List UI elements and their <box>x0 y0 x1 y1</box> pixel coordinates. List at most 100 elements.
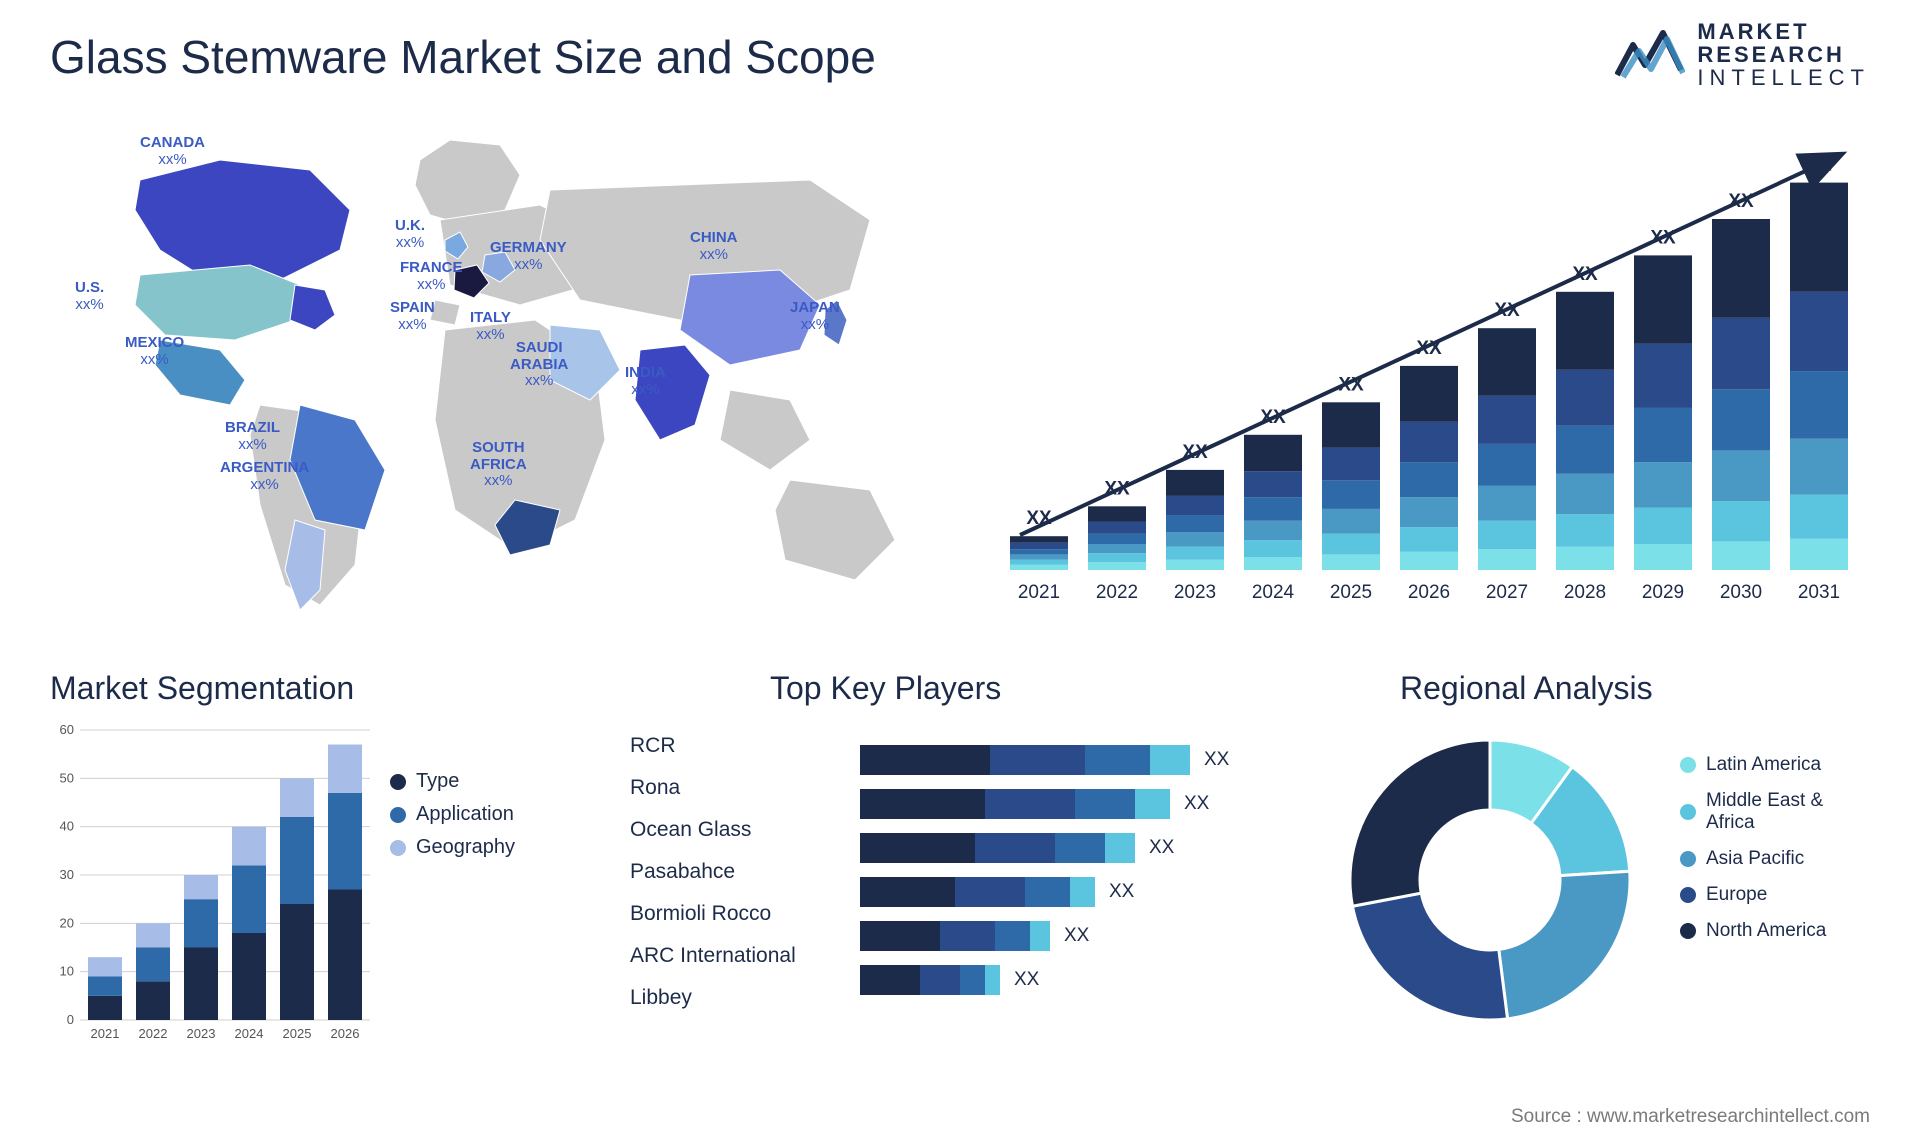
map-label-china: CHINAxx% <box>690 230 738 263</box>
region-legend-item: Middle East & Africa <box>1680 790 1866 834</box>
map-label-south-africa: SOUTHAFRICAxx% <box>470 440 527 490</box>
keyplayer-bar-row: XX <box>860 965 1290 995</box>
keyplayer-bar-value: XX <box>1014 969 1039 991</box>
logo: MARKET RESEARCH INTELLECT <box>1615 20 1870 89</box>
regional-legend: Latin America Middle East & Africa Asia Pa… <box>1680 740 1866 956</box>
region-legend-item: North America <box>1680 920 1866 942</box>
segmentation-title: Market Segmentation <box>50 670 354 707</box>
keyplayer-bar-value: XX <box>1204 749 1229 771</box>
world-map: CANADAxx% U.S.xx% MEXICOxx% BRAZILxx% ARGENT… <box>50 120 920 620</box>
keyplayers-title: Top Key Players <box>770 670 1001 707</box>
legend-dot-icon <box>390 774 406 790</box>
keyplayer-name: Libbey <box>630 977 796 1019</box>
keyplayer-name: Ocean Glass <box>630 809 796 851</box>
keyplayer-bar-segment <box>990 745 1085 775</box>
keyplayer-bar-segment <box>1070 877 1095 907</box>
svg-text:2031: 2031 <box>1798 582 1840 603</box>
region-legend-label: Europe <box>1706 884 1767 906</box>
legend-dot-icon <box>1680 923 1696 939</box>
svg-text:2021: 2021 <box>1018 582 1060 603</box>
keyplayer-bar-segment <box>860 833 975 863</box>
map-label-brazil: BRAZILxx% <box>225 420 280 453</box>
region-legend-item: Latin America <box>1680 754 1866 776</box>
keyplayer-bar-segment <box>995 921 1030 951</box>
logo-line2: RESEARCH <box>1697 43 1870 66</box>
legend-dot-icon <box>390 840 406 856</box>
map-label-u-s-: U.S.xx% <box>75 280 104 313</box>
svg-text:2026: 2026 <box>331 1026 360 1041</box>
seg-legend-label: Type <box>416 770 459 793</box>
segmentation-chart: 0102030405060202120222023202420252026 <box>50 720 370 1050</box>
region-legend-label: Asia Pacific <box>1706 848 1804 870</box>
map-label-germany: GERMANYxx% <box>490 240 567 273</box>
map-label-mexico: MEXICOxx% <box>125 335 184 368</box>
svg-text:2030: 2030 <box>1720 582 1762 603</box>
svg-text:2028: 2028 <box>1564 582 1606 603</box>
keyplayer-bar-segment <box>920 965 960 995</box>
map-label-spain: SPAINxx% <box>390 300 435 333</box>
keyplayer-bar-segment <box>860 965 920 995</box>
map-label-france: FRANCExx% <box>400 260 463 293</box>
svg-text:2029: 2029 <box>1642 582 1684 603</box>
regional-title: Regional Analysis <box>1400 670 1653 707</box>
keyplayer-bar-segment <box>860 877 955 907</box>
keyplayer-bar-segment <box>1075 789 1135 819</box>
svg-text:2023: 2023 <box>187 1026 216 1041</box>
keyplayer-bar-segment <box>860 789 985 819</box>
keyplayer-bar-value: XX <box>1184 793 1209 815</box>
keyplayer-bar-segment <box>1025 877 1070 907</box>
svg-text:20: 20 <box>60 915 74 930</box>
map-label-japan: JAPANxx% <box>790 300 840 333</box>
svg-text:2022: 2022 <box>1096 582 1138 603</box>
svg-text:2024: 2024 <box>1252 582 1295 603</box>
map-label-argentina: ARGENTINAxx% <box>220 460 309 493</box>
map-label-saudi-arabia: SAUDIARABIAxx% <box>510 340 568 390</box>
svg-text:2025: 2025 <box>283 1026 312 1041</box>
keyplayer-bar-segment <box>940 921 995 951</box>
keyplayer-bar-value: XX <box>1109 881 1134 903</box>
keyplayers-chart: XX XX XX XX XX XX <box>860 745 1290 1045</box>
keyplayer-name: Rona <box>630 767 796 809</box>
svg-text:0: 0 <box>67 1012 74 1027</box>
seg-legend-item: Geography <box>390 836 515 859</box>
svg-text:2023: 2023 <box>1174 582 1216 603</box>
keyplayer-bar-segment <box>985 965 1000 995</box>
keyplayer-bar-segment <box>1150 745 1190 775</box>
svg-text:2022: 2022 <box>139 1026 168 1041</box>
region-legend-item: Europe <box>1680 884 1866 906</box>
logo-peaks-icon <box>1615 25 1685 85</box>
seg-legend-item: Application <box>390 803 515 826</box>
keyplayer-bar-value: XX <box>1064 925 1089 947</box>
keyplayer-bar-row: XX <box>860 833 1290 863</box>
svg-text:40: 40 <box>60 819 74 834</box>
legend-dot-icon <box>1680 887 1696 903</box>
legend-dot-icon <box>1680 851 1696 867</box>
map-label-u-k-: U.K.xx% <box>395 218 425 251</box>
svg-text:50: 50 <box>60 770 74 785</box>
source-text: Source : www.marketresearchintellect.com <box>1511 1106 1870 1128</box>
keyplayer-name: Pasabahce <box>630 851 796 893</box>
keyplayer-bar-segment <box>1085 745 1150 775</box>
seg-legend-label: Application <box>416 803 514 826</box>
keyplayers-list: RCRRonaOcean GlassPasabahceBormioli Rocc… <box>630 725 796 1019</box>
region-legend-item: Asia Pacific <box>1680 848 1866 870</box>
keyplayer-bar-row: XX <box>860 921 1290 951</box>
map-label-canada: CANADAxx% <box>140 135 205 168</box>
keyplayer-bar-segment <box>955 877 1025 907</box>
regional-donut <box>1330 720 1650 1040</box>
keyplayer-bar-value: XX <box>1149 837 1174 859</box>
seg-legend-label: Geography <box>416 836 515 859</box>
keyplayer-bar-row: XX <box>860 745 1290 775</box>
region-legend-label: Latin America <box>1706 754 1821 776</box>
logo-line1: MARKET <box>1697 20 1870 43</box>
svg-text:2025: 2025 <box>1330 582 1372 603</box>
svg-text:10: 10 <box>60 964 74 979</box>
keyplayer-bar-row: XX <box>860 789 1290 819</box>
map-label-italy: ITALYxx% <box>470 310 511 343</box>
keyplayer-bar-segment <box>1030 921 1050 951</box>
svg-text:30: 30 <box>60 867 74 882</box>
page-title: Glass Stemware Market Size and Scope <box>50 30 876 84</box>
svg-text:60: 60 <box>60 722 74 737</box>
legend-dot-icon <box>390 807 406 823</box>
region-legend-label: North America <box>1706 920 1826 942</box>
